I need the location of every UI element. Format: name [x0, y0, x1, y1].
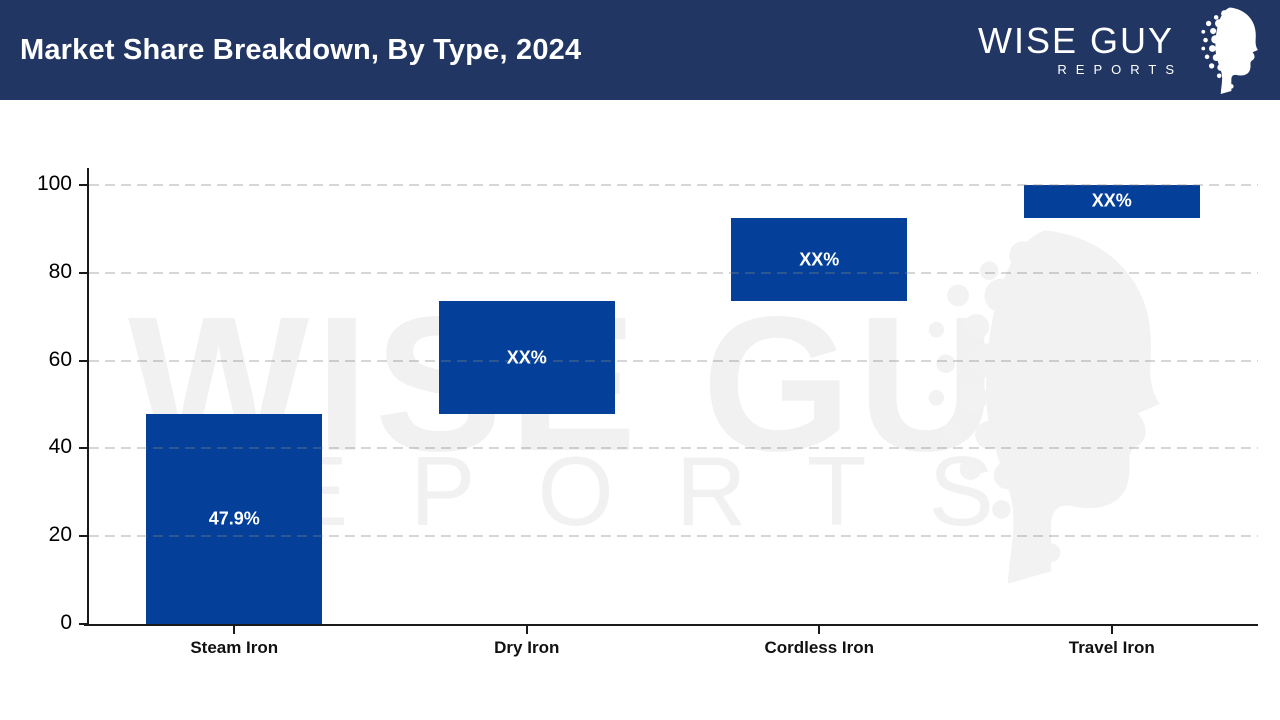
y-axis-tick — [79, 447, 87, 450]
bar-value-label: XX% — [506, 347, 547, 368]
y-axis-line — [87, 168, 89, 625]
y-axis-tick — [79, 623, 87, 625]
bar-dry-iron — [438, 301, 615, 414]
gridline — [89, 359, 1258, 362]
x-axis-tick — [233, 626, 236, 634]
bar-travel-iron — [1023, 185, 1200, 218]
header: Market Share Breakdown, By Type, 2024 WI… — [0, 0, 1280, 100]
y-tick-label: 80 — [48, 259, 72, 283]
y-axis-tick — [79, 359, 87, 362]
x-category-label-cordless-iron: Cordless Iron — [764, 638, 875, 657]
x-axis-tick — [525, 626, 528, 634]
chart-canvas: WISE GUY REPORTS 0 20 40 60 80 100 47.9% Steam … — [0, 100, 1280, 720]
brand-logo: WISE GUY REPORTS — [978, 6, 1266, 94]
y-tick-label: 20 — [48, 523, 72, 547]
gridline — [89, 535, 1258, 538]
y-tick-label: 0 — [60, 611, 72, 634]
x-category-label-travel-iron: Travel Iron — [1068, 638, 1155, 657]
y-axis-tick — [79, 184, 87, 186]
x-axis-line — [84, 624, 1258, 626]
logo-subtext: REPORTS — [1057, 62, 1183, 77]
x-axis-tick — [1110, 626, 1113, 634]
gridline — [89, 271, 1258, 274]
gridline — [89, 447, 1258, 450]
bar-cordless-iron — [731, 217, 908, 302]
y-tick-label: 100 — [36, 172, 72, 195]
logo-text: WISE GUY REPORTS — [977, 20, 1174, 78]
x-category-label-steam-iron: Steam Iron — [190, 638, 279, 657]
face-watermark-icon — [862, 220, 1172, 588]
x-category-label-dry-iron: Dry Iron — [494, 638, 560, 657]
x-axis-tick — [818, 626, 821, 634]
gridline — [89, 184, 1258, 186]
bar-value-label: XX% — [1091, 190, 1132, 211]
y-tick-label: 60 — [48, 347, 72, 371]
logo-wordmark: WISE GUY — [977, 20, 1174, 61]
bar-value-label: 47.9% — [208, 508, 260, 529]
page-title: Market Share Breakdown, By Type, 2024 — [20, 33, 582, 66]
face-logo-icon — [1180, 6, 1266, 94]
y-axis-tick — [79, 535, 87, 538]
bar-value-label: XX% — [799, 249, 840, 270]
bar-steam-iron — [146, 413, 323, 624]
y-axis-tick — [79, 271, 87, 274]
y-tick-label: 40 — [48, 435, 72, 459]
